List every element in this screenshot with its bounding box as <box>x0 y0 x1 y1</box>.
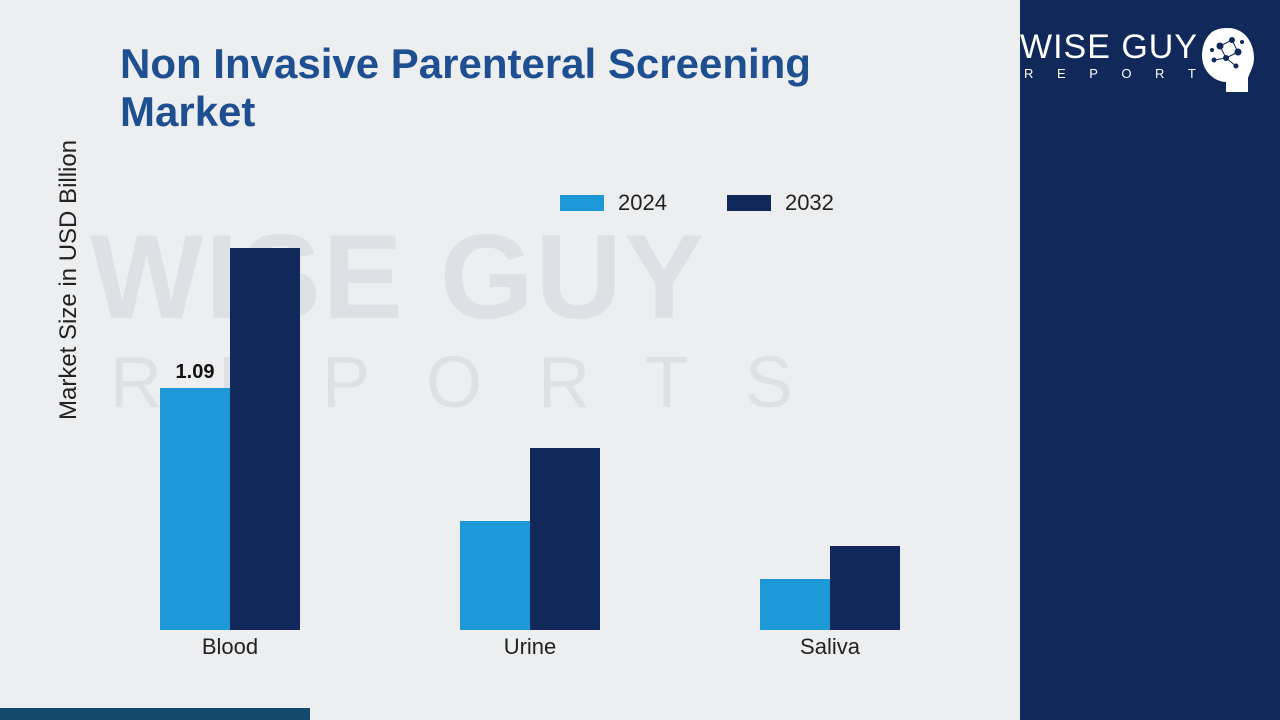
legend-item-2032: 2032 <box>727 190 834 216</box>
legend-item-2024: 2024 <box>560 190 667 216</box>
chart-legend: 2024 2032 <box>560 190 834 216</box>
legend-swatch-2032 <box>727 195 771 211</box>
legend-label-2024: 2024 <box>618 190 667 216</box>
bar-2032-urine <box>530 448 600 630</box>
chart-title: Non Invasive Parenteral Screening Market <box>120 40 860 137</box>
category-label-urine: Urine <box>460 634 600 660</box>
bar-2024-saliva <box>760 579 830 630</box>
category-label-saliva: Saliva <box>760 634 900 660</box>
bar-2024-urine <box>460 521 530 630</box>
brand-logo: WISE GUY R E P O R T S <box>1020 30 1250 110</box>
bar-2032-saliva <box>830 546 900 630</box>
bar-2024-blood <box>160 388 230 630</box>
bottom-accent-bar <box>0 708 310 720</box>
plot-area: 1.09 Blood Urine Saliva <box>100 230 980 660</box>
chart-canvas: WISE GUY REPORTS WISE GUY R E P O R T S <box>0 0 1280 720</box>
y-axis-label: Market Size in USD Billion <box>55 140 83 420</box>
legend-swatch-2024 <box>560 195 604 211</box>
value-label-blood-2024: 1.09 <box>145 361 245 384</box>
bar-2032-blood <box>230 248 300 630</box>
category-label-blood: Blood <box>160 634 300 660</box>
logo-head-icon <box>1198 26 1256 96</box>
legend-label-2032: 2032 <box>785 190 834 216</box>
